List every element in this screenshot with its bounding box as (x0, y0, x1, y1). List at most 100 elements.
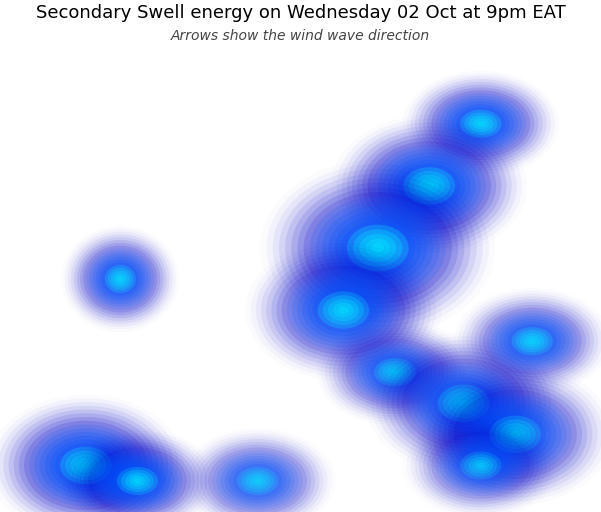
Ellipse shape (318, 291, 369, 329)
Text: Secondary Swell energy on Wednesday 02 Oct at 9pm EAT: Secondary Swell energy on Wednesday 02 O… (35, 4, 566, 22)
Ellipse shape (499, 319, 566, 364)
Ellipse shape (477, 121, 485, 126)
Ellipse shape (200, 442, 316, 512)
Ellipse shape (29, 424, 142, 506)
Ellipse shape (436, 435, 526, 496)
Ellipse shape (417, 370, 510, 437)
Ellipse shape (365, 239, 390, 258)
Ellipse shape (114, 273, 126, 285)
Ellipse shape (285, 178, 471, 318)
Ellipse shape (71, 234, 169, 324)
Ellipse shape (381, 344, 546, 463)
Ellipse shape (34, 428, 138, 503)
Ellipse shape (241, 470, 274, 492)
Ellipse shape (391, 370, 399, 375)
Ellipse shape (341, 220, 415, 276)
Ellipse shape (125, 473, 150, 489)
Ellipse shape (520, 333, 545, 350)
Ellipse shape (466, 296, 598, 386)
Ellipse shape (456, 107, 505, 140)
Ellipse shape (438, 385, 489, 422)
Ellipse shape (475, 302, 590, 380)
Ellipse shape (432, 90, 530, 157)
Ellipse shape (8, 410, 163, 512)
Ellipse shape (465, 454, 497, 477)
Ellipse shape (322, 206, 433, 290)
Ellipse shape (76, 458, 96, 473)
Ellipse shape (491, 313, 573, 369)
Ellipse shape (412, 366, 515, 440)
Ellipse shape (495, 419, 535, 449)
Ellipse shape (297, 187, 458, 309)
Ellipse shape (423, 84, 538, 163)
Ellipse shape (472, 118, 489, 130)
Ellipse shape (310, 197, 446, 299)
Ellipse shape (510, 431, 520, 438)
Ellipse shape (504, 322, 561, 361)
Ellipse shape (433, 381, 495, 425)
Ellipse shape (338, 306, 349, 314)
Ellipse shape (346, 338, 444, 406)
Ellipse shape (371, 243, 384, 252)
Ellipse shape (77, 240, 163, 318)
Ellipse shape (472, 460, 489, 471)
Ellipse shape (479, 408, 551, 460)
Ellipse shape (225, 459, 290, 503)
Ellipse shape (409, 171, 450, 201)
Ellipse shape (448, 101, 514, 146)
Ellipse shape (419, 178, 439, 194)
Ellipse shape (117, 276, 123, 282)
Ellipse shape (50, 439, 122, 492)
Ellipse shape (261, 250, 426, 370)
Ellipse shape (96, 257, 145, 302)
Ellipse shape (397, 355, 531, 452)
Ellipse shape (391, 351, 535, 456)
Ellipse shape (424, 182, 435, 189)
Ellipse shape (287, 269, 400, 351)
Ellipse shape (414, 175, 445, 197)
Ellipse shape (347, 225, 409, 271)
Ellipse shape (484, 412, 546, 457)
Ellipse shape (453, 390, 577, 479)
Ellipse shape (279, 174, 477, 323)
Ellipse shape (448, 392, 479, 415)
Ellipse shape (60, 447, 112, 484)
Ellipse shape (335, 216, 421, 281)
Ellipse shape (307, 284, 379, 336)
Ellipse shape (80, 243, 160, 315)
Ellipse shape (352, 130, 507, 242)
Ellipse shape (373, 145, 486, 227)
Ellipse shape (499, 423, 531, 445)
Ellipse shape (92, 450, 183, 511)
Ellipse shape (328, 299, 359, 322)
Ellipse shape (427, 377, 499, 430)
Ellipse shape (72, 436, 203, 512)
Ellipse shape (74, 237, 166, 321)
Ellipse shape (254, 478, 261, 484)
Ellipse shape (76, 439, 199, 512)
Ellipse shape (439, 437, 522, 494)
Ellipse shape (383, 364, 407, 380)
Ellipse shape (129, 475, 145, 486)
Ellipse shape (452, 446, 510, 485)
Ellipse shape (460, 110, 501, 138)
Ellipse shape (370, 355, 419, 389)
Ellipse shape (362, 137, 496, 234)
Ellipse shape (316, 201, 439, 294)
Ellipse shape (196, 439, 319, 512)
Ellipse shape (427, 88, 534, 160)
Ellipse shape (328, 211, 427, 285)
Ellipse shape (208, 447, 307, 512)
Ellipse shape (379, 361, 412, 383)
Ellipse shape (393, 160, 465, 212)
Ellipse shape (108, 268, 133, 290)
Ellipse shape (100, 456, 174, 506)
Ellipse shape (402, 358, 525, 448)
Ellipse shape (495, 316, 569, 366)
Ellipse shape (366, 353, 424, 392)
Ellipse shape (266, 254, 421, 366)
Ellipse shape (105, 459, 170, 503)
Ellipse shape (438, 378, 593, 490)
Ellipse shape (80, 442, 195, 512)
Ellipse shape (237, 467, 278, 495)
